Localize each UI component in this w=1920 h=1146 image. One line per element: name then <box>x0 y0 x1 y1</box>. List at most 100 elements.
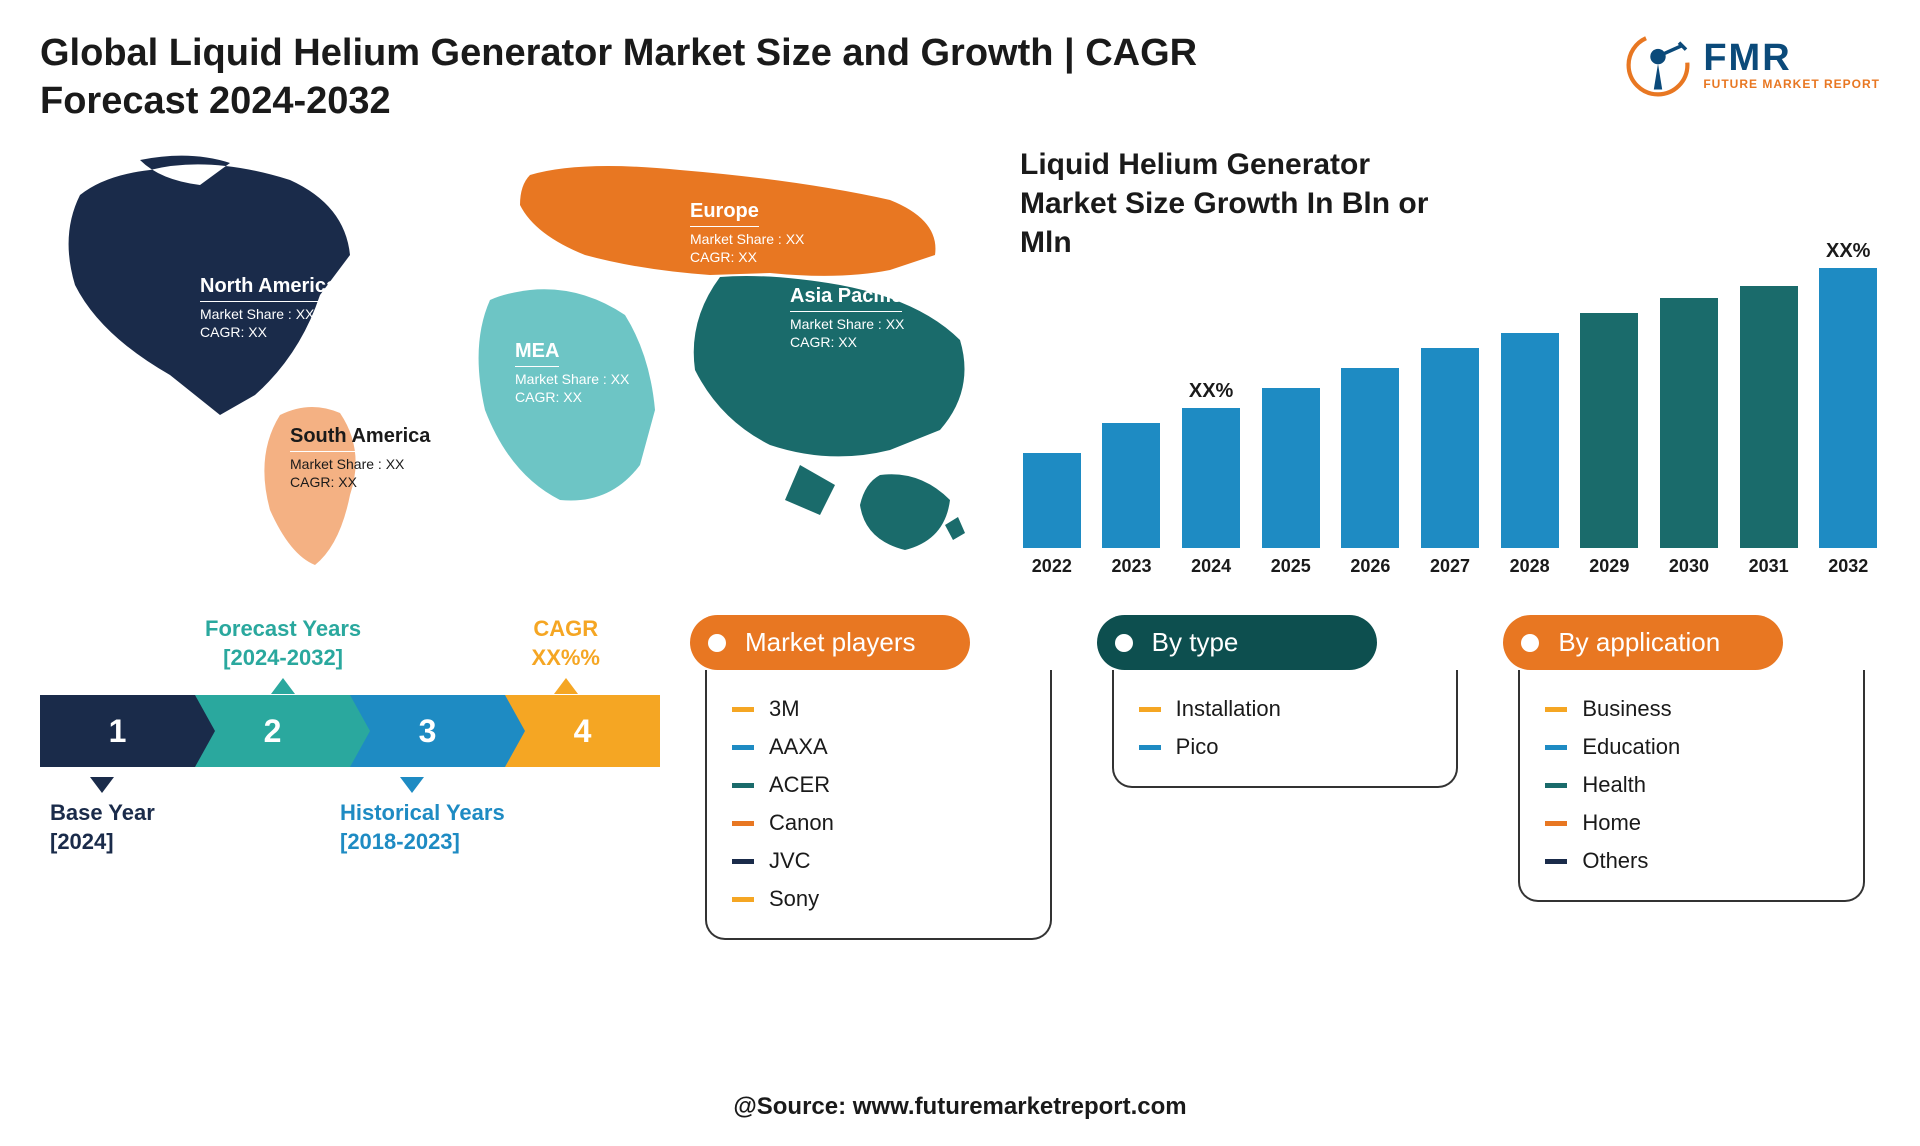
region-name: North America <box>200 275 337 302</box>
category-box: By application Business Education Health… <box>1503 615 1880 940</box>
annot-historical-value: [2018-2023] <box>340 828 505 857</box>
annot-cagr-label: CAGR <box>532 615 600 644</box>
category-box: Market players 3M AAXA ACER Canon JVC So… <box>690 615 1067 940</box>
bar-year-label: 2032 <box>1828 556 1868 577</box>
logo-text-main: FMR <box>1703 39 1880 77</box>
bar-col: 2031 <box>1737 286 1801 577</box>
bar <box>1421 348 1479 548</box>
category-item-label: Sony <box>769 886 819 912</box>
timeline-segment: 1 <box>40 695 195 767</box>
category-item-label: Pico <box>1176 734 1219 760</box>
bar-col: XX% 2024 <box>1179 408 1243 577</box>
category-item: Education <box>1545 728 1838 766</box>
category-item-label: JVC <box>769 848 811 874</box>
dash-icon <box>1545 783 1567 788</box>
source-attribution: @Source: www.futuremarketreport.com <box>733 1093 1186 1121</box>
bar-col: 2027 <box>1418 348 1482 577</box>
region-cagr: CAGR: XX <box>200 323 337 341</box>
category-item-label: ACER <box>769 772 830 798</box>
bar-year-label: 2023 <box>1111 556 1151 577</box>
dash-icon <box>1545 821 1567 826</box>
category-body: Business Education Health Home Others <box>1518 670 1865 902</box>
region-share: Market Share : XX <box>515 370 629 388</box>
annot-cagr: CAGR XX%% <box>532 615 600 694</box>
region-name: Europe <box>690 200 759 227</box>
dash-icon <box>1545 707 1567 712</box>
triangle-up-icon <box>271 678 295 694</box>
region-name: MEA <box>515 340 559 367</box>
category-item-label: Installation <box>1176 696 1281 722</box>
bar <box>1580 313 1638 548</box>
bar <box>1023 453 1081 548</box>
region-cagr: CAGR: XX <box>790 333 904 351</box>
region-share: Market Share : XX <box>690 230 804 248</box>
chart-title: Liquid Helium Generator Market Size Grow… <box>1020 145 1440 262</box>
region-label-mea: MEA Market Share : XX CAGR: XX <box>515 340 629 406</box>
region-label-eu: Europe Market Share : XX CAGR: XX <box>690 200 804 266</box>
category-header: By type <box>1097 615 1377 670</box>
bar <box>1262 388 1320 548</box>
bar-col: 2030 <box>1657 298 1721 577</box>
bar-year-label: 2030 <box>1669 556 1709 577</box>
category-item: 3M <box>732 690 1025 728</box>
region-cagr: CAGR: XX <box>290 473 430 491</box>
category-item-label: Business <box>1582 696 1671 722</box>
annot-forecast: Forecast Years [2024-2032] <box>205 615 361 694</box>
region-share: Market Share : XX <box>790 315 904 333</box>
dash-icon <box>1545 859 1567 864</box>
category-body: 3M AAXA ACER Canon JVC Sony <box>705 670 1052 940</box>
bar-col: 2028 <box>1498 333 1562 577</box>
bar-col: 2025 <box>1259 388 1323 577</box>
category-item: Business <box>1545 690 1838 728</box>
bar-col: 2029 <box>1577 313 1641 577</box>
category-item: JVC <box>732 842 1025 880</box>
region-cagr: CAGR: XX <box>690 248 804 266</box>
bar-top-label: XX% <box>1826 240 1870 263</box>
bar-year-label: 2027 <box>1430 556 1470 577</box>
annot-forecast-label: Forecast Years <box>205 615 361 644</box>
bar-chart: Liquid Helium Generator Market Size Grow… <box>1020 145 1880 575</box>
bar-year-label: 2028 <box>1510 556 1550 577</box>
category-item-label: Canon <box>769 810 834 836</box>
dash-icon <box>1545 745 1567 750</box>
bar <box>1102 423 1160 548</box>
bar-col: 2022 <box>1020 453 1084 577</box>
region-label-na: North America Market Share : XX CAGR: XX <box>200 275 337 341</box>
annot-historical-label: Historical Years <box>340 799 505 828</box>
region-name: South America <box>290 425 430 452</box>
triangle-up-icon <box>554 678 578 694</box>
category-item-label: AAXA <box>769 734 828 760</box>
triangle-down-icon <box>90 777 114 793</box>
dash-icon <box>732 745 754 750</box>
dash-icon <box>732 783 754 788</box>
category-item: Sony <box>732 880 1025 918</box>
dash-icon <box>732 897 754 902</box>
dash-icon <box>1139 707 1161 712</box>
annot-baseyear: Base Year [2024] <box>50 777 155 856</box>
bar <box>1341 368 1399 548</box>
bar <box>1819 268 1877 548</box>
timeline: Forecast Years [2024-2032] CAGR XX%% 123… <box>40 615 660 767</box>
timeline-segment: 2 <box>195 695 350 767</box>
logo: FMR FUTURE MARKET REPORT <box>1623 30 1880 100</box>
region-cagr: CAGR: XX <box>515 388 629 406</box>
annot-historical: Historical Years [2018-2023] <box>340 777 505 856</box>
category-item: Canon <box>732 804 1025 842</box>
bar <box>1501 333 1559 548</box>
bar-year-label: 2025 <box>1271 556 1311 577</box>
bar <box>1182 408 1240 548</box>
category-item: ACER <box>732 766 1025 804</box>
dash-icon <box>732 707 754 712</box>
bar-col: 2026 <box>1339 368 1403 577</box>
bar-col: XX% 2032 <box>1816 268 1880 577</box>
world-map: North America Market Share : XX CAGR: XX… <box>40 145 990 575</box>
triangle-down-icon <box>400 777 424 793</box>
region-label-sa: South America Market Share : XX CAGR: XX <box>290 425 430 491</box>
timeline-segment: 4 <box>505 695 660 767</box>
category-item: Home <box>1545 804 1838 842</box>
category-header: By application <box>1503 615 1783 670</box>
timeline-segment: 3 <box>350 695 505 767</box>
logo-icon <box>1623 30 1693 100</box>
annot-forecast-value: [2024-2032] <box>205 644 361 673</box>
region-name: Asia Pacific <box>790 285 902 312</box>
